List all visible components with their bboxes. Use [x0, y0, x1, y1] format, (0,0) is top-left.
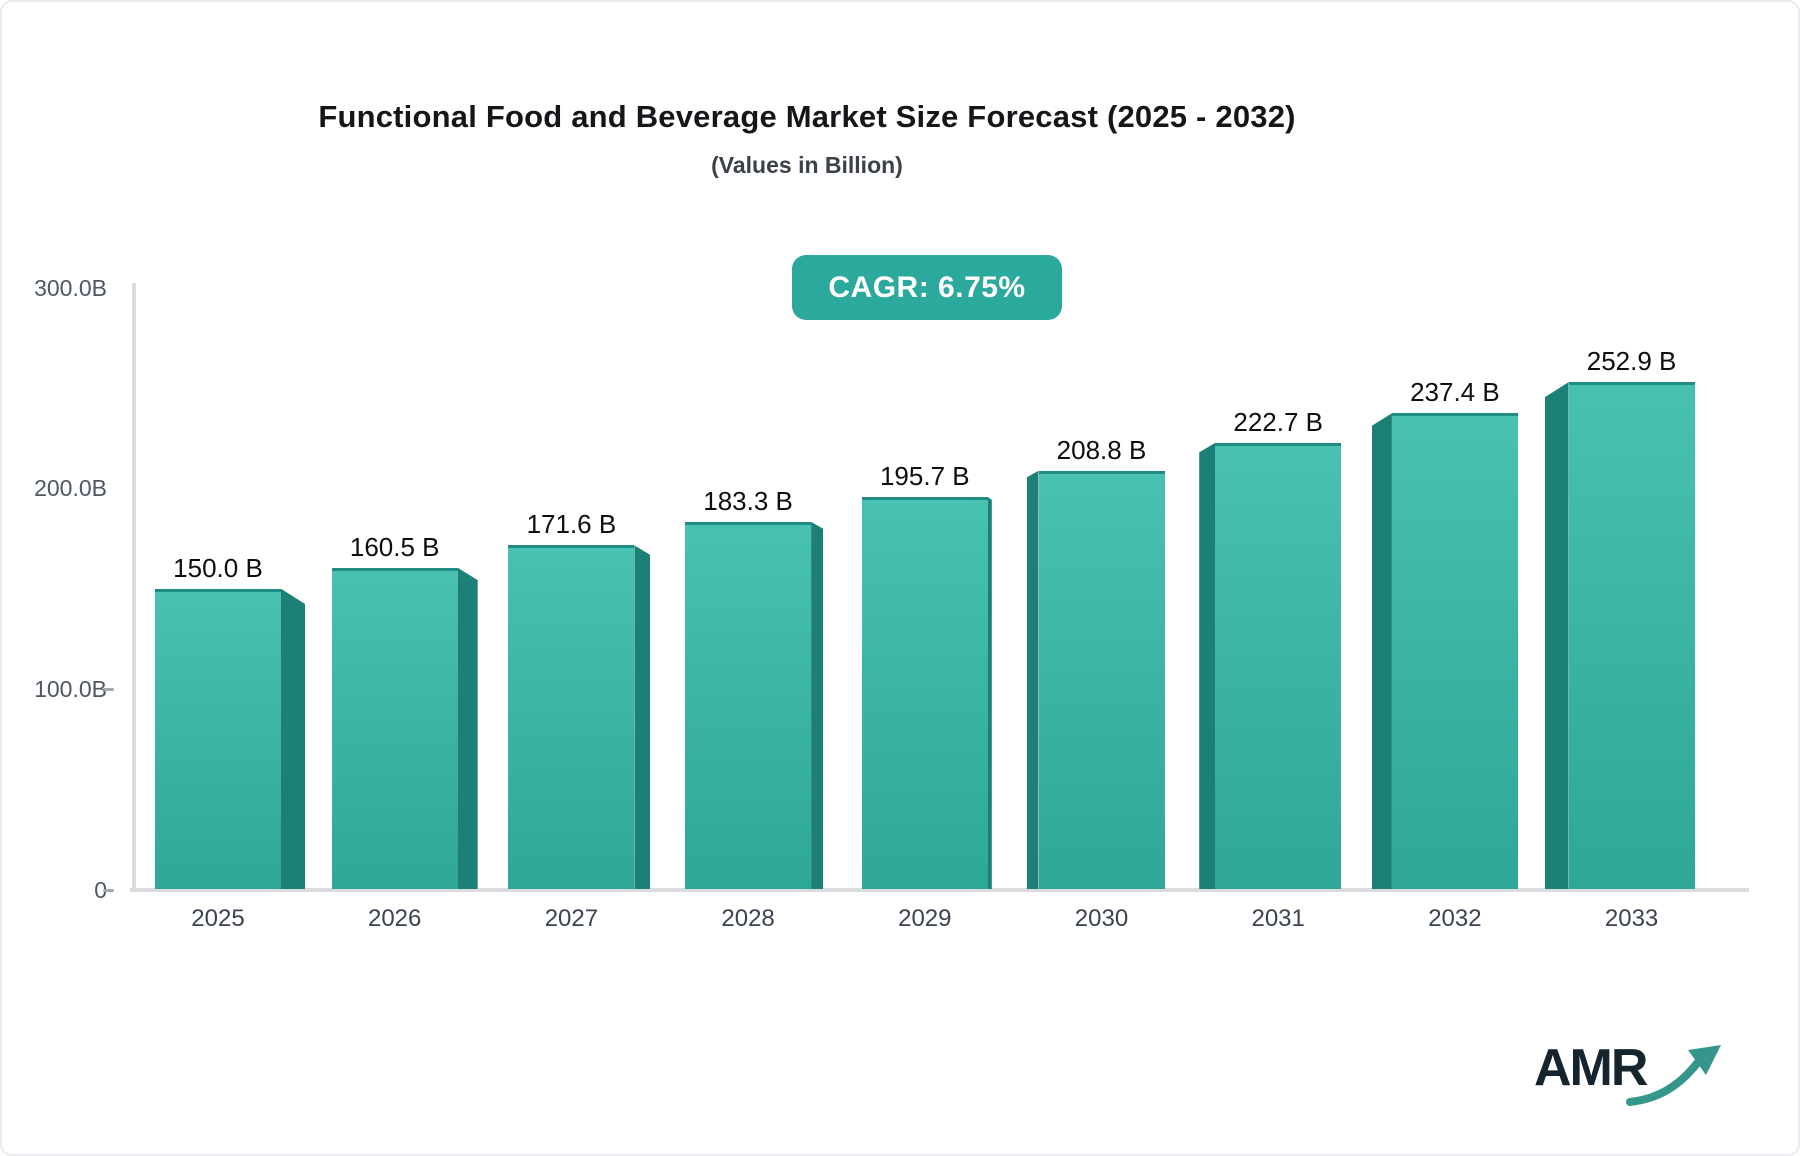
bar-side-face — [811, 521, 824, 889]
bar-side-face — [1026, 470, 1039, 889]
chart-subtitle: (Values in Billion) — [711, 152, 903, 178]
x-axis-tick-label: 2033 — [1604, 905, 1659, 932]
bar-value-label: 222.7 B — [1233, 406, 1323, 437]
bar-side-face — [1371, 413, 1392, 889]
x-axis-tick-label: 2026 — [367, 905, 422, 932]
bar-front-face — [1391, 413, 1518, 889]
bar-side-face — [281, 588, 305, 889]
y-axis-tick-label: 100.0B — [34, 676, 107, 703]
bar-side-face — [457, 567, 478, 889]
bar-2028 — [685, 521, 824, 889]
bar-side-face — [1199, 442, 1216, 889]
bar-value-label: 208.8 B — [1056, 434, 1147, 465]
bar-2033 — [1544, 382, 1695, 889]
x-axis-tick-label: 2025 — [191, 905, 245, 932]
bar-2025 — [155, 588, 305, 889]
y-axis-tick-mark — [103, 889, 114, 892]
x-axis-tick-label: 2029 — [898, 905, 952, 932]
bar-front-face — [1215, 442, 1342, 889]
bar-2026 — [331, 567, 478, 889]
bar-front-face — [1038, 470, 1165, 889]
y-axis-tick-mark — [103, 688, 114, 692]
bar-front-face — [861, 497, 988, 889]
y-axis-tick-label: 200.0B — [34, 475, 107, 502]
x-axis-tick-label: 2028 — [721, 905, 775, 932]
x-axis-tick-label: 2027 — [544, 905, 599, 932]
amr-logo: AMR — [1534, 1038, 1724, 1116]
bar-value-label: 195.7 B — [879, 461, 970, 492]
bar-2029 — [861, 497, 992, 889]
amr-logo-text: AMR — [1534, 1039, 1648, 1097]
bar-value-label: 160.5 B — [349, 531, 440, 562]
bar-2027 — [508, 545, 651, 889]
bar-value-label: 150.0 B — [173, 552, 263, 583]
bar-value-label: 252.9 B — [1586, 346, 1677, 377]
bar-front-face — [508, 545, 635, 889]
cagr-badge: CAGR: 6.75% — [792, 255, 1062, 320]
bar-front-face — [1568, 382, 1695, 889]
bar-front-face — [155, 588, 281, 889]
bar-2031 — [1199, 442, 1342, 889]
bar-side-face — [1544, 382, 1569, 889]
x-axis-tick-label: 2032 — [1428, 905, 1482, 932]
bar-value-label: 183.3 B — [703, 485, 793, 516]
chart-title: Functional Food and Beverage Market Size… — [318, 99, 1296, 134]
bar-2032 — [1371, 413, 1518, 889]
bar-front-face — [331, 567, 458, 889]
bar-value-label: 237.4 B — [1410, 377, 1500, 408]
x-axis-line — [130, 888, 1749, 892]
bar-side-face — [634, 545, 651, 889]
y-axis-tick-label: 300.0B — [34, 274, 107, 301]
x-axis-tick-label: 2031 — [1251, 905, 1305, 932]
y-axis-line — [132, 283, 136, 890]
bar-value-label: 171.6 B — [526, 509, 617, 540]
growth-arrow-icon — [1626, 1045, 1721, 1106]
bar-2030 — [1026, 470, 1165, 889]
x-axis-tick-label: 2030 — [1074, 905, 1129, 932]
cagr-badge-label: CAGR: 6.75% — [828, 270, 1026, 304]
bar-front-face — [685, 521, 812, 889]
y-axis-tick-label: 0 — [94, 877, 107, 903]
bar-side-face — [987, 497, 992, 889]
